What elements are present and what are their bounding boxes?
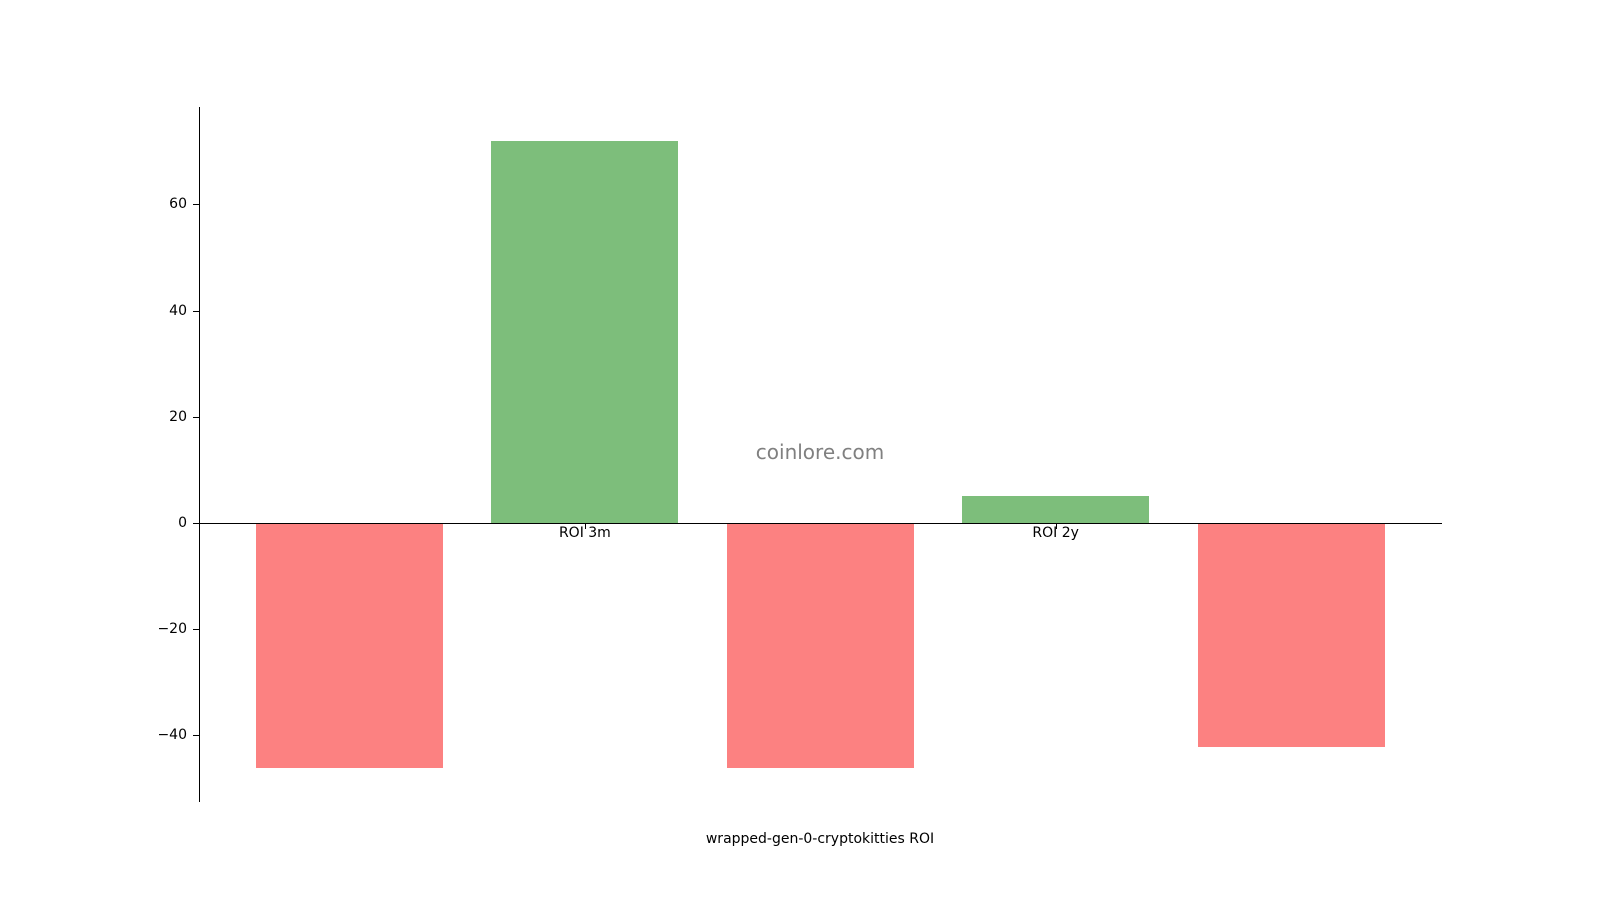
bar-roi-0: [256, 524, 443, 769]
y-tick-label: 60: [169, 196, 187, 213]
y-tick-label: 0: [178, 515, 187, 531]
y-tick-label: −40: [157, 727, 187, 744]
bar-roi-2y: [962, 496, 1150, 523]
x-tick-mark: [584, 523, 586, 529]
x-tick-label: ROI 2y: [1032, 525, 1079, 541]
y-tick-mark: [193, 204, 199, 206]
watermark-text: coinlore.com: [755, 440, 885, 464]
y-tick-mark: [193, 416, 199, 418]
x-axis-zero-line: [199, 523, 1442, 524]
y-tick-label: −20: [157, 621, 187, 638]
x-tick-mark: [1055, 523, 1057, 529]
y-tick-label: 20: [169, 408, 187, 425]
bar-roi-4: [1197, 524, 1385, 748]
bar-roi-2: [726, 524, 914, 769]
y-tick-label: 40: [169, 302, 187, 319]
bar-roi-3m: [491, 140, 679, 523]
y-tick-mark: [193, 310, 199, 312]
y-tick-mark: [193, 629, 199, 631]
y-axis-spine: [199, 107, 200, 802]
x-tick-label: ROI 3m: [558, 525, 611, 541]
chart-title: wrapped-gen-0-cryptokitties ROI: [705, 831, 935, 847]
y-tick-mark: [193, 735, 199, 737]
y-tick-mark: [193, 523, 199, 524]
